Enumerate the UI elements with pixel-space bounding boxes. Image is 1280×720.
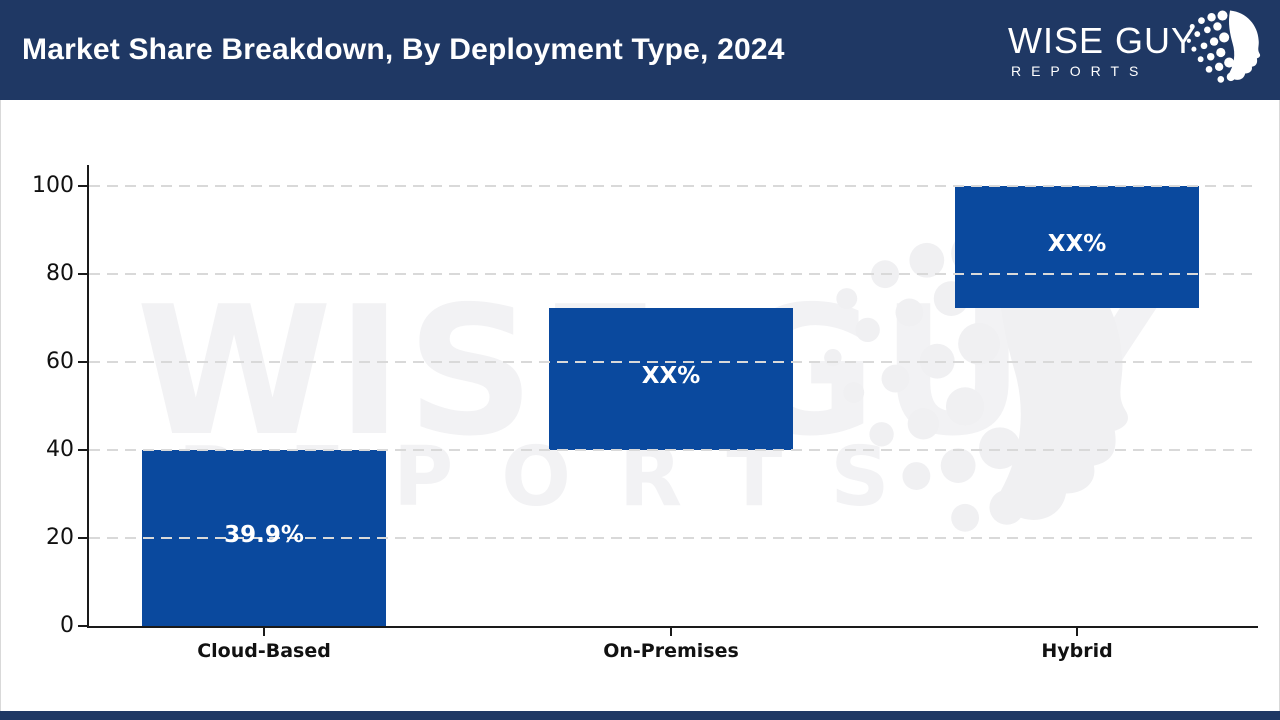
dashed-gridline-40 [89, 449, 1252, 451]
dashed-gridline-80 [89, 273, 1252, 275]
x-tick-mark [1076, 628, 1078, 636]
y-tick-label: 40 [46, 437, 74, 462]
dashed-gridline-60 [89, 361, 1252, 363]
y-tick-mark [78, 361, 88, 363]
logo-face-icon [1186, 10, 1261, 83]
y-tick-mark [78, 273, 88, 275]
logo-reports-text: REPORTS [1010, 62, 1149, 79]
bar-value-label-hybrid: XX% [1047, 231, 1107, 258]
bar-on-premises [549, 308, 793, 451]
footer-bar [0, 711, 1280, 720]
y-axis-line [87, 165, 89, 628]
bar-hybrid [955, 186, 1199, 309]
y-tick-mark [78, 625, 88, 627]
page-title: Market Share Breakdown, By Deployment Ty… [22, 33, 785, 66]
x-tick-mark [263, 628, 265, 636]
bar-value-label-cloud-based: 39.9% [224, 522, 304, 549]
y-tick-label: 60 [46, 349, 74, 374]
y-tick-label: 20 [46, 525, 74, 550]
y-tick-mark [78, 185, 88, 187]
y-tick-label: 0 [60, 613, 74, 638]
plot-area: 0 20 40 60 80 100 39.9% Cloud-Based XX% On-Premis… [0, 100, 1280, 712]
x-category-label-hybrid: Hybrid [1041, 640, 1113, 662]
x-category-label-cloud-based: Cloud-Based [197, 640, 331, 662]
bar-value-label-on-premises: XX% [641, 363, 701, 390]
y-tick-label: 100 [32, 173, 74, 198]
y-tick-label: 80 [46, 261, 74, 286]
x-tick-mark [670, 628, 672, 636]
x-category-label-on-premises: On-Premises [603, 640, 739, 662]
logo-wordmark: WISE GUY REPORTS [1007, 19, 1196, 79]
header-bar: Market Share Breakdown, By Deployment Ty… [0, 0, 1280, 100]
y-tick-mark [78, 537, 88, 539]
x-axis-line [87, 626, 1258, 628]
logo-wiseguy-text: WISE GUY [1007, 19, 1196, 61]
dashed-gridline-20 [89, 537, 1252, 539]
y-tick-mark [78, 449, 88, 451]
dashed-gridline-100 [89, 185, 1252, 187]
wiseguy-logo: WISE GUY REPORTS [1008, 10, 1268, 90]
